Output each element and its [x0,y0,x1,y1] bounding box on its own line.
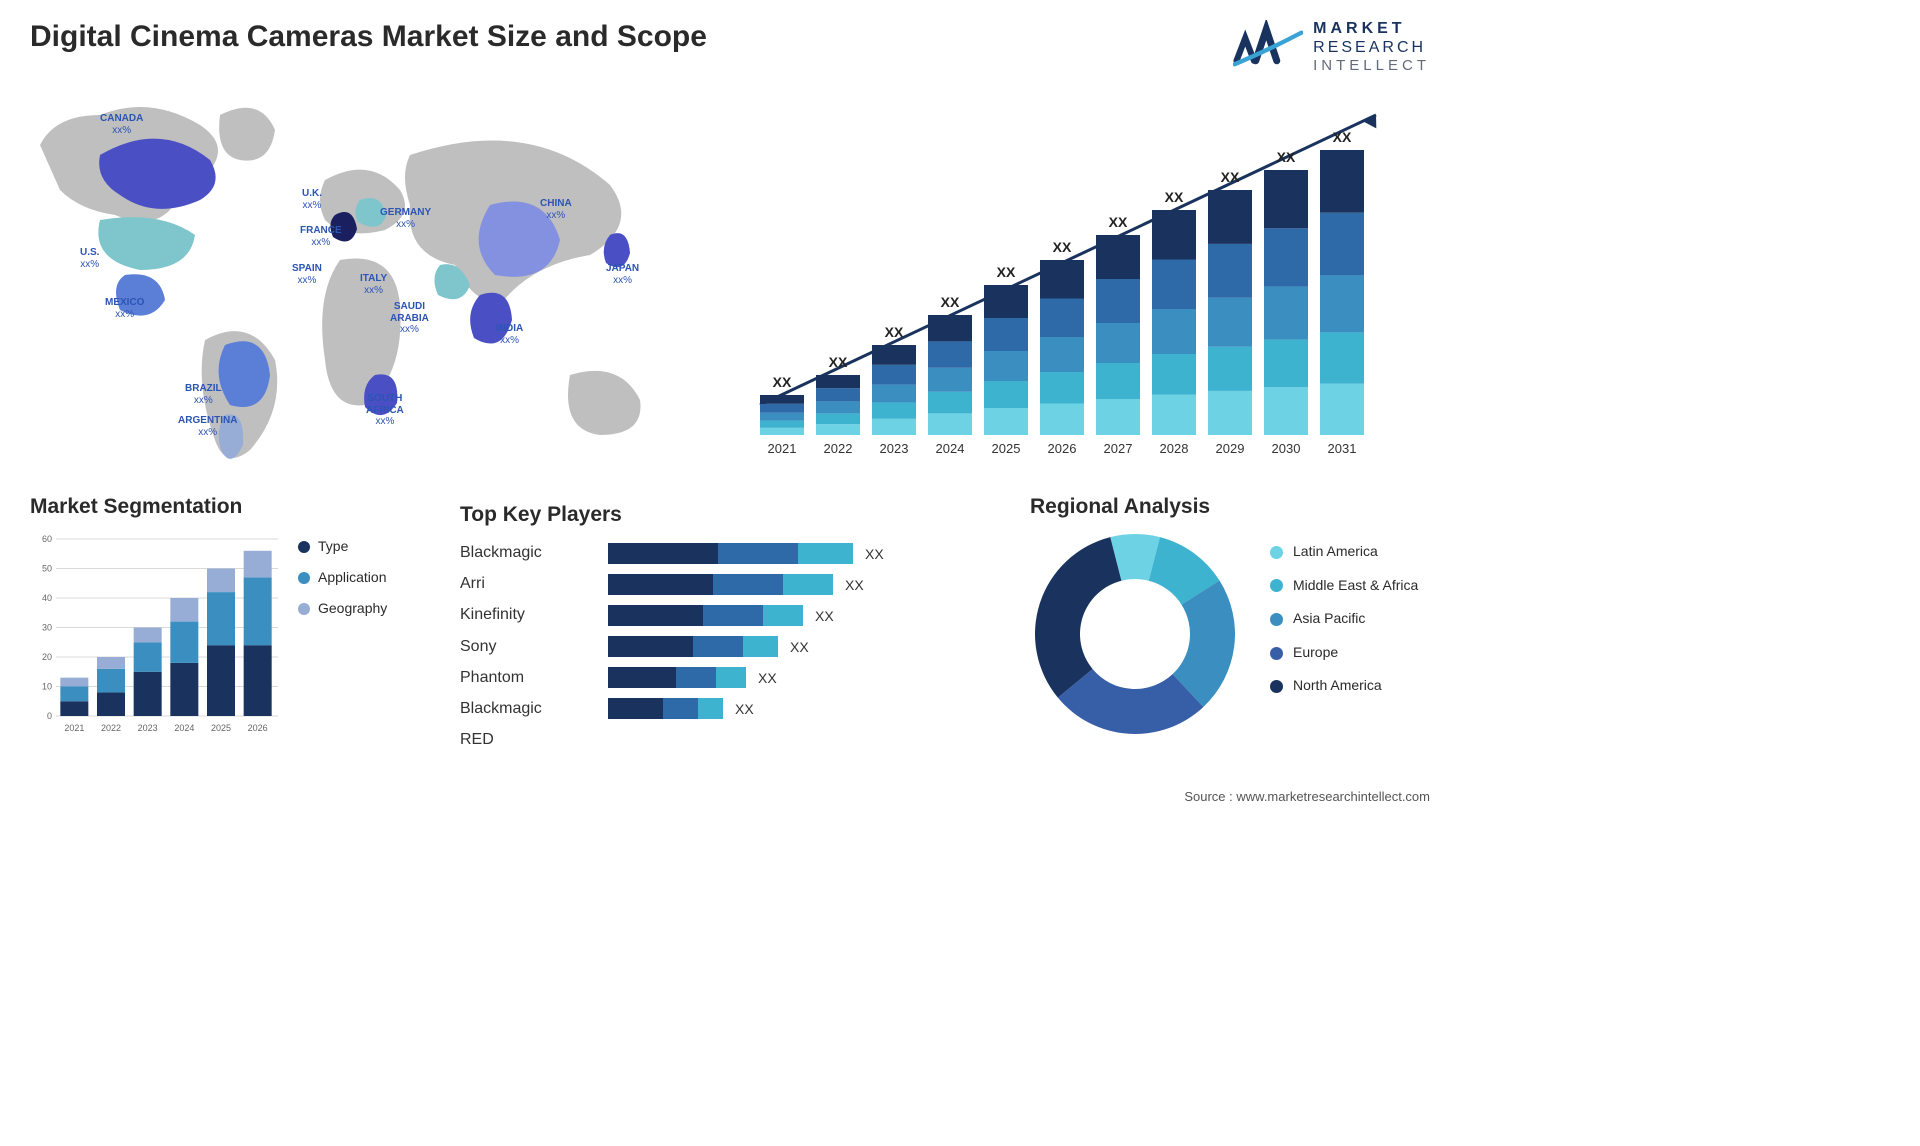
bottom-row: Market Segmentation 0 10 20 30 40 50 60 2021 202… [30,495,1430,765]
svg-text:XX: XX [829,354,848,370]
donut-svg [1030,529,1240,739]
header: Digital Cinema Cameras Market Size and S… [30,20,1430,75]
segmentation-legend: TypeApplicationGeography [298,531,387,736]
legend-item: Europe [1270,636,1418,670]
svg-text:2024: 2024 [174,723,194,733]
svg-text:2031: 2031 [1328,441,1357,456]
brand-logo: MARKET RESEARCH INTELLECT [1233,20,1430,75]
player-name: Blackmagic [460,693,590,724]
legend-item: Application [298,562,387,593]
map-label: ARGENTINAxx% [178,415,237,438]
player-name: Phantom [460,662,590,693]
players-chart-svg: XXXXXXXXXXXX [608,537,928,723]
legend-item: Type [298,531,387,562]
world-map: CANADAxx% U.S.xx% MEXICOxx% BRAZILxx% ARGENT… [30,85,690,475]
player-name: Kinefinity [460,599,590,630]
map-label: SPAINxx% [292,263,322,286]
svg-text:XX: XX [885,324,904,340]
map-label: FRANCExx% [300,225,342,248]
svg-text:2023: 2023 [880,441,909,456]
map-label: CANADAxx% [100,113,143,136]
svg-text:20: 20 [42,652,52,662]
svg-text:2025: 2025 [992,441,1021,456]
segmentation-chart-svg: 0 10 20 30 40 50 60 2021 2022 2023 2024 2025 2026 [30,531,280,736]
players-title: Top Key Players [460,495,622,536]
logo-icon [1233,20,1303,75]
svg-text:XX: XX [1053,239,1072,255]
map-label: JAPANxx% [606,263,639,286]
svg-text:XX: XX [735,701,754,717]
legend-item: North America [1270,669,1418,703]
svg-text:2027: 2027 [1104,441,1133,456]
svg-text:XX: XX [773,374,792,390]
page-title: Digital Cinema Cameras Market Size and S… [30,20,707,54]
svg-text:2022: 2022 [101,723,121,733]
regional-title: Regional Analysis [1030,495,1210,519]
regional-legend: Latin AmericaMiddle East & AfricaAsia Pa… [1270,495,1418,703]
svg-text:XX: XX [1221,169,1240,185]
players-list: Top Key Players BlackmagicArriKinefinity… [460,495,590,765]
map-label: U.K.xx% [302,188,322,211]
svg-text:50: 50 [42,564,52,574]
map-label: U.S.xx% [80,247,99,270]
svg-text:2025: 2025 [211,723,231,733]
player-name: Arri [460,568,590,599]
svg-text:XX: XX [997,264,1016,280]
svg-text:0: 0 [47,711,52,721]
svg-text:XX: XX [1165,189,1184,205]
svg-text:XX: XX [1333,129,1352,145]
svg-text:2022: 2022 [824,441,853,456]
svg-text:2021: 2021 [768,441,797,456]
player-name: RED [460,724,590,755]
legend-item: Latin America [1270,535,1418,569]
svg-text:2021: 2021 [64,723,84,733]
svg-text:XX: XX [845,577,864,593]
legend-item: Middle East & Africa [1270,569,1418,603]
map-label: CHINAxx% [540,198,572,221]
svg-text:XX: XX [1277,149,1296,165]
svg-text:2026: 2026 [248,723,268,733]
svg-text:XX: XX [941,294,960,310]
player-name: Blackmagic [460,537,590,568]
svg-text:XX: XX [790,639,809,655]
svg-text:XX: XX [865,546,884,562]
svg-text:XX: XX [758,670,777,686]
logo-text: MARKET RESEARCH INTELLECT [1313,20,1430,74]
map-label: GERMANYxx% [380,207,431,230]
svg-text:2028: 2028 [1160,441,1189,456]
map-label: SAUDIARABIAxx% [390,301,429,336]
svg-text:2024: 2024 [936,441,965,456]
svg-text:30: 30 [42,623,52,633]
svg-text:2029: 2029 [1216,441,1245,456]
svg-text:10: 10 [42,682,52,692]
svg-text:XX: XX [815,608,834,624]
regional-panel: Regional Analysis Latin AmericaMiddle Ea… [1030,495,1430,765]
segmentation-panel: Market Segmentation 0 10 20 30 40 50 60 2021 202… [30,495,430,765]
players-panel: Top Key Players BlackmagicArriKinefinity… [460,495,1000,765]
map-label: BRAZILxx% [185,383,222,406]
donut-wrap [1030,495,1250,744]
growth-chart-svg: 2021 XX 2022 XX 2023 XX 2024 XX 2025 XX 2026 XX 2027… [740,95,1396,475]
map-label: SOUTHAFRICAxx% [366,393,404,428]
svg-text:XX: XX [1109,214,1128,230]
map-label: ITALYxx% [360,273,387,296]
players-bars: XXXXXXXXXXXX [608,495,1000,765]
svg-text:60: 60 [42,534,52,544]
top-row: CANADAxx% U.S.xx% MEXICOxx% BRAZILxx% ARGENT… [30,85,1430,475]
segmentation-title: Market Segmentation [30,495,430,519]
svg-text:40: 40 [42,593,52,603]
growth-chart: 2021 XX 2022 XX 2023 XX 2024 XX 2025 XX 2026 XX 2027… [730,85,1430,475]
legend-item: Asia Pacific [1270,602,1418,636]
map-label: INDIAxx% [496,323,523,346]
player-name: Sony [460,631,590,662]
source-label: Source : www.marketresearchintellect.com [1184,789,1430,804]
svg-text:2026: 2026 [1048,441,1077,456]
legend-item: Geography [298,593,387,624]
svg-text:2023: 2023 [138,723,158,733]
map-label: MEXICOxx% [105,297,144,320]
svg-text:2030: 2030 [1272,441,1301,456]
